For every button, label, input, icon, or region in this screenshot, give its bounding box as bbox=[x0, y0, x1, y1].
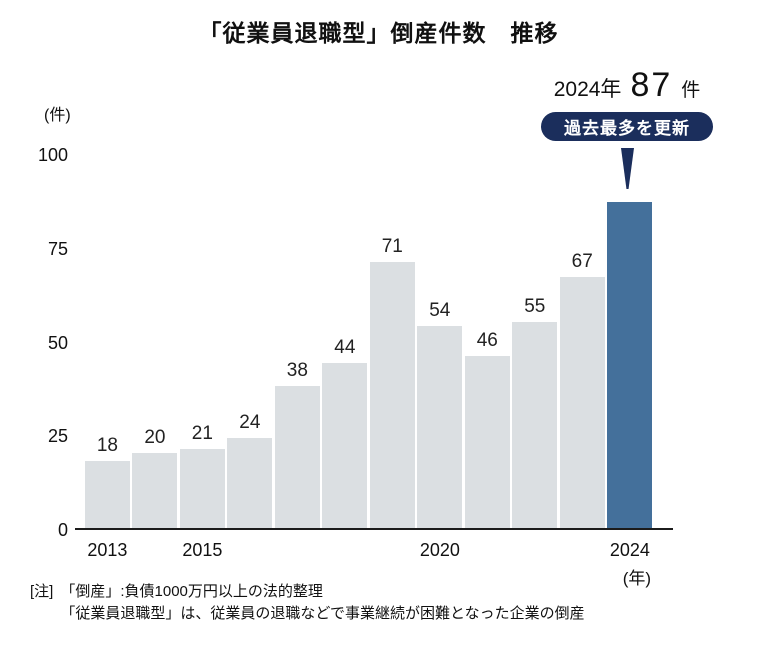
y-tick-label: 25 bbox=[47, 426, 68, 447]
bar bbox=[369, 261, 415, 528]
bar bbox=[417, 325, 463, 528]
bar-group: 21 bbox=[179, 423, 225, 528]
bar bbox=[322, 363, 368, 528]
bar-value-label: 46 bbox=[476, 329, 498, 351]
y-axis: 0 25 50 75 100 bbox=[0, 145, 68, 540]
bar-group bbox=[607, 201, 653, 528]
bar-group: 18 bbox=[85, 434, 130, 528]
y-tick-label: 100 bbox=[37, 145, 68, 165]
bar-value-label: 18 bbox=[96, 434, 118, 456]
bar-value-label: 38 bbox=[286, 359, 308, 381]
record-badge: 過去最多を更新 bbox=[541, 112, 713, 141]
bar-value-label: 20 bbox=[144, 427, 166, 448]
x-tick-label: 2013 bbox=[87, 540, 128, 560]
bar-value-label: 21 bbox=[191, 423, 213, 445]
bar bbox=[559, 276, 605, 528]
bar bbox=[179, 449, 225, 528]
plot-area: 18 20 21 24 38 44 71 54 46 55 67 2013 2015 2020 2024 (… bbox=[75, 148, 673, 588]
footnote-line-1: 「倒産」:負債1000万円以上の法的整理 bbox=[60, 583, 323, 600]
x-axis-unit: (年) bbox=[622, 569, 652, 588]
bar bbox=[132, 453, 178, 528]
bar bbox=[227, 438, 273, 528]
footnote-label: [注] bbox=[30, 583, 54, 600]
bar bbox=[464, 355, 510, 528]
annotation-value: 87 bbox=[630, 66, 673, 104]
bar-group: 71 bbox=[369, 235, 415, 528]
y-tick-label: 75 bbox=[47, 238, 68, 259]
bar bbox=[274, 385, 320, 528]
bar-group: 38 bbox=[274, 359, 320, 528]
annotation-line: 2024年 87 件 bbox=[527, 66, 727, 105]
bar-value-label: 54 bbox=[429, 299, 451, 321]
bar-group: 20 bbox=[132, 427, 178, 528]
bar-value-label: 24 bbox=[239, 412, 261, 433]
bar-group: 54 bbox=[417, 299, 463, 528]
footnote: [注] 「倒産」:負債1000万円以上の法的整理 「従業員退職型」は、従業員の退… bbox=[30, 581, 585, 625]
bar-group: 46 bbox=[464, 329, 510, 528]
y-axis-unit: (件) bbox=[44, 107, 71, 124]
x-tick-label: 2020 bbox=[419, 540, 460, 560]
bar-highlighted bbox=[607, 201, 653, 528]
annotation-year: 2024年 bbox=[553, 78, 622, 101]
bar bbox=[512, 321, 558, 528]
bar bbox=[85, 460, 130, 528]
bar-group: 24 bbox=[227, 412, 273, 528]
bar-group: 67 bbox=[559, 250, 605, 528]
bar-group: 44 bbox=[322, 337, 368, 528]
y-tick-label: 0 bbox=[57, 520, 68, 540]
bar-value-label: 55 bbox=[524, 295, 546, 317]
bar-value-label: 71 bbox=[381, 235, 403, 257]
x-tick-label: 2015 bbox=[182, 540, 223, 560]
bar-value-label: 44 bbox=[334, 337, 356, 358]
x-tick-label: 2024 bbox=[609, 540, 650, 560]
bars: 18 20 21 24 38 44 71 54 46 55 67 bbox=[85, 148, 653, 528]
annotation-unit: 件 bbox=[681, 80, 701, 101]
bar-group: 55 bbox=[512, 295, 558, 528]
footnote-line-2: 「従業員退職型」は、従業員の退職などで事業継続が困難となった企業の倒産 bbox=[60, 605, 585, 622]
y-tick-label: 50 bbox=[47, 332, 68, 353]
bar-value-label: 67 bbox=[571, 250, 593, 272]
page-title: 「従業員退職型」倒産件数 推移 bbox=[198, 20, 559, 46]
